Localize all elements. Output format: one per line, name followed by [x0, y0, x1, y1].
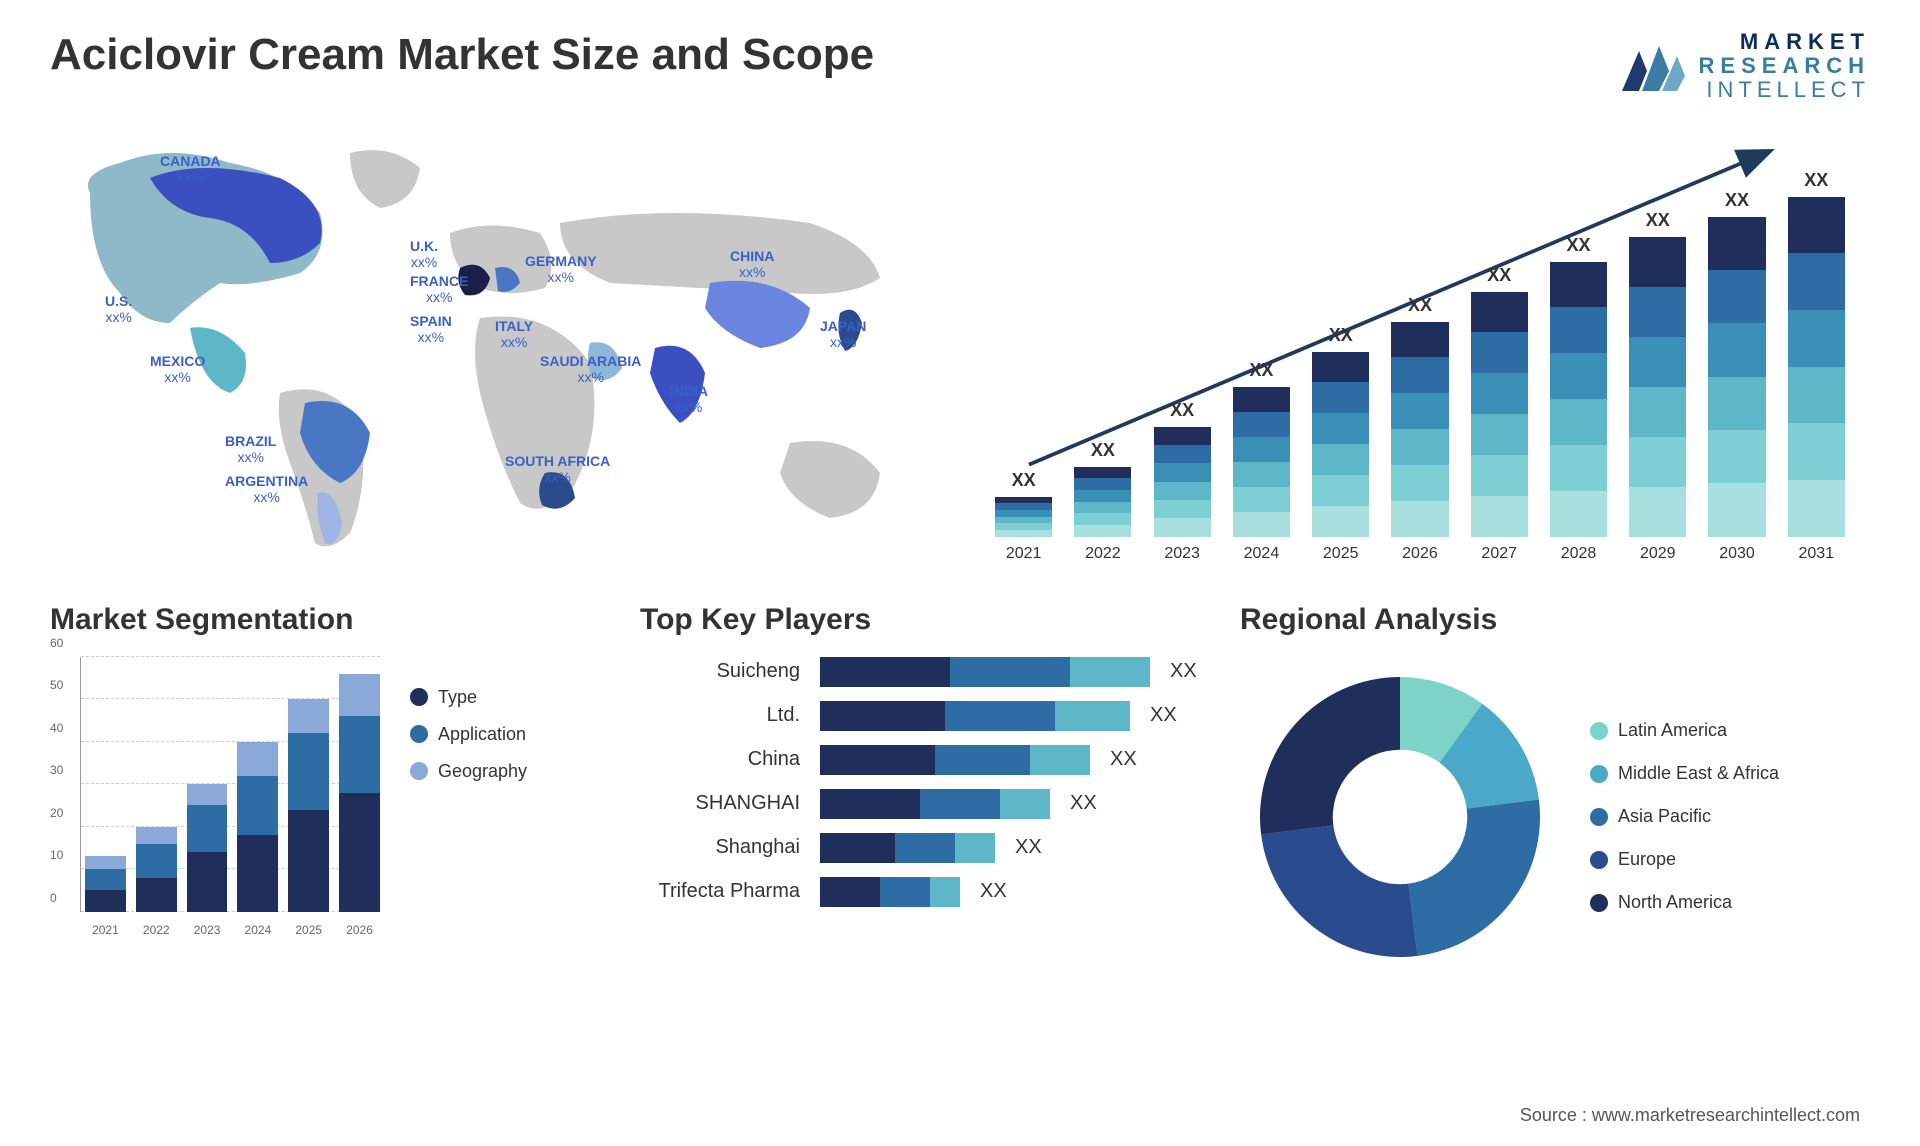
bar-2026: XX2026 [1386, 295, 1453, 563]
players-panel: Top Key Players SuichengXX Ltd.XX ChinaXX S… [640, 603, 1200, 977]
donut-slice-asiapacific [1408, 799, 1540, 955]
world-map: CANADAxx% U.S.xx% MEXICOxx% BRAZILxx% ARGENT… [50, 123, 930, 563]
map-label-japan: JAPANxx% [820, 318, 866, 352]
segmentation-panel: Market Segmentation 20212022202320242025… [50, 603, 600, 977]
player-row-suicheng: SuichengXX [640, 657, 1200, 687]
map-svg [50, 123, 930, 563]
map-label-uk: U.K.xx% [410, 238, 438, 272]
seg-bar-2024 [237, 742, 278, 912]
player-row-shanghai: ShanghaiXX [640, 833, 1200, 863]
regional-panel: Regional Analysis Latin America Middle Ea… [1240, 603, 1870, 977]
player-row-china: ChinaXX [640, 745, 1200, 775]
bar-2023: XX2023 [1149, 400, 1216, 563]
bar-2027: XX2027 [1466, 265, 1533, 563]
player-row-trifectapharma: Trifecta PharmaXX [640, 877, 1200, 907]
map-label-india: INDIAxx% [670, 383, 708, 417]
players-title: Top Key Players [640, 603, 1200, 637]
seg-legend-type: Type [410, 687, 527, 708]
map-label-china: CHINAxx% [730, 248, 774, 282]
seg-bar-2021 [85, 856, 126, 911]
source-text: Source : www.marketresearchintellect.com [1520, 1105, 1860, 1126]
seg-legend-application: Application [410, 724, 527, 745]
regional-donut [1240, 657, 1560, 977]
region-legend-asiapacific: Asia Pacific [1590, 806, 1779, 827]
bar-2030: XX2030 [1703, 190, 1770, 563]
bar-2022: XX2022 [1069, 440, 1136, 563]
brand-logo: MARKET RESEARCH INTELLECT [1617, 30, 1870, 103]
region-legend-northamerica: North America [1590, 892, 1779, 913]
segmentation-title: Market Segmentation [50, 603, 600, 637]
page-title: Aciclovir Cream Market Size and Scope [50, 30, 874, 80]
player-row-shanghai: SHANGHAIXX [640, 789, 1200, 819]
map-label-spain: SPAINxx% [410, 313, 452, 347]
map-label-france: FRANCExx% [410, 273, 468, 307]
bar-2021: XX2021 [990, 470, 1057, 563]
seg-bar-2022 [136, 827, 177, 912]
bar-2025: XX2025 [1307, 325, 1374, 563]
logo-icon [1617, 36, 1687, 96]
map-label-southafrica: SOUTH AFRICAxx% [505, 453, 610, 487]
logo-line2: RESEARCH [1699, 54, 1870, 78]
map-label-mexico: MEXICOxx% [150, 353, 205, 387]
bar-2029: XX2029 [1624, 210, 1691, 563]
seg-legend-geography: Geography [410, 761, 527, 782]
map-label-germany: GERMANYxx% [525, 253, 597, 287]
seg-bar-2025 [288, 699, 329, 912]
region-legend-middleeastafrica: Middle East & Africa [1590, 763, 1779, 784]
map-label-argentina: ARGENTINAxx% [225, 473, 308, 507]
seg-bar-2026 [339, 674, 380, 912]
donut-slice-europe [1261, 825, 1417, 957]
bar-2028: XX2028 [1545, 235, 1612, 563]
market-size-bar-chart: XX2021XX2022XX2023XX2024XX2025XX2026XX20… [970, 123, 1870, 563]
regional-legend: Latin America Middle East & Africa Asia Pa… [1590, 720, 1779, 913]
map-label-brazil: BRAZILxx% [225, 433, 276, 467]
logo-line1: MARKET [1699, 30, 1870, 54]
map-label-italy: ITALYxx% [495, 318, 533, 352]
segmentation-legend: Type Application Geography [410, 657, 527, 937]
map-label-us: U.S.xx% [105, 293, 132, 327]
seg-bar-2023 [187, 784, 228, 912]
logo-line3: INTELLECT [1699, 78, 1870, 102]
bar-2031: XX2031 [1783, 170, 1850, 563]
region-legend-latinamerica: Latin America [1590, 720, 1779, 741]
bar-2024: XX2024 [1228, 360, 1295, 563]
map-label-saudiarabia: SAUDI ARABIAxx% [540, 353, 641, 387]
regional-title: Regional Analysis [1240, 603, 1870, 637]
map-label-canada: CANADAxx% [160, 153, 221, 187]
region-legend-europe: Europe [1590, 849, 1779, 870]
segmentation-chart: 202120222023202420252026 0102030405060 [50, 657, 380, 937]
player-row-ltd: Ltd.XX [640, 701, 1200, 731]
donut-slice-northamerica [1260, 677, 1400, 835]
